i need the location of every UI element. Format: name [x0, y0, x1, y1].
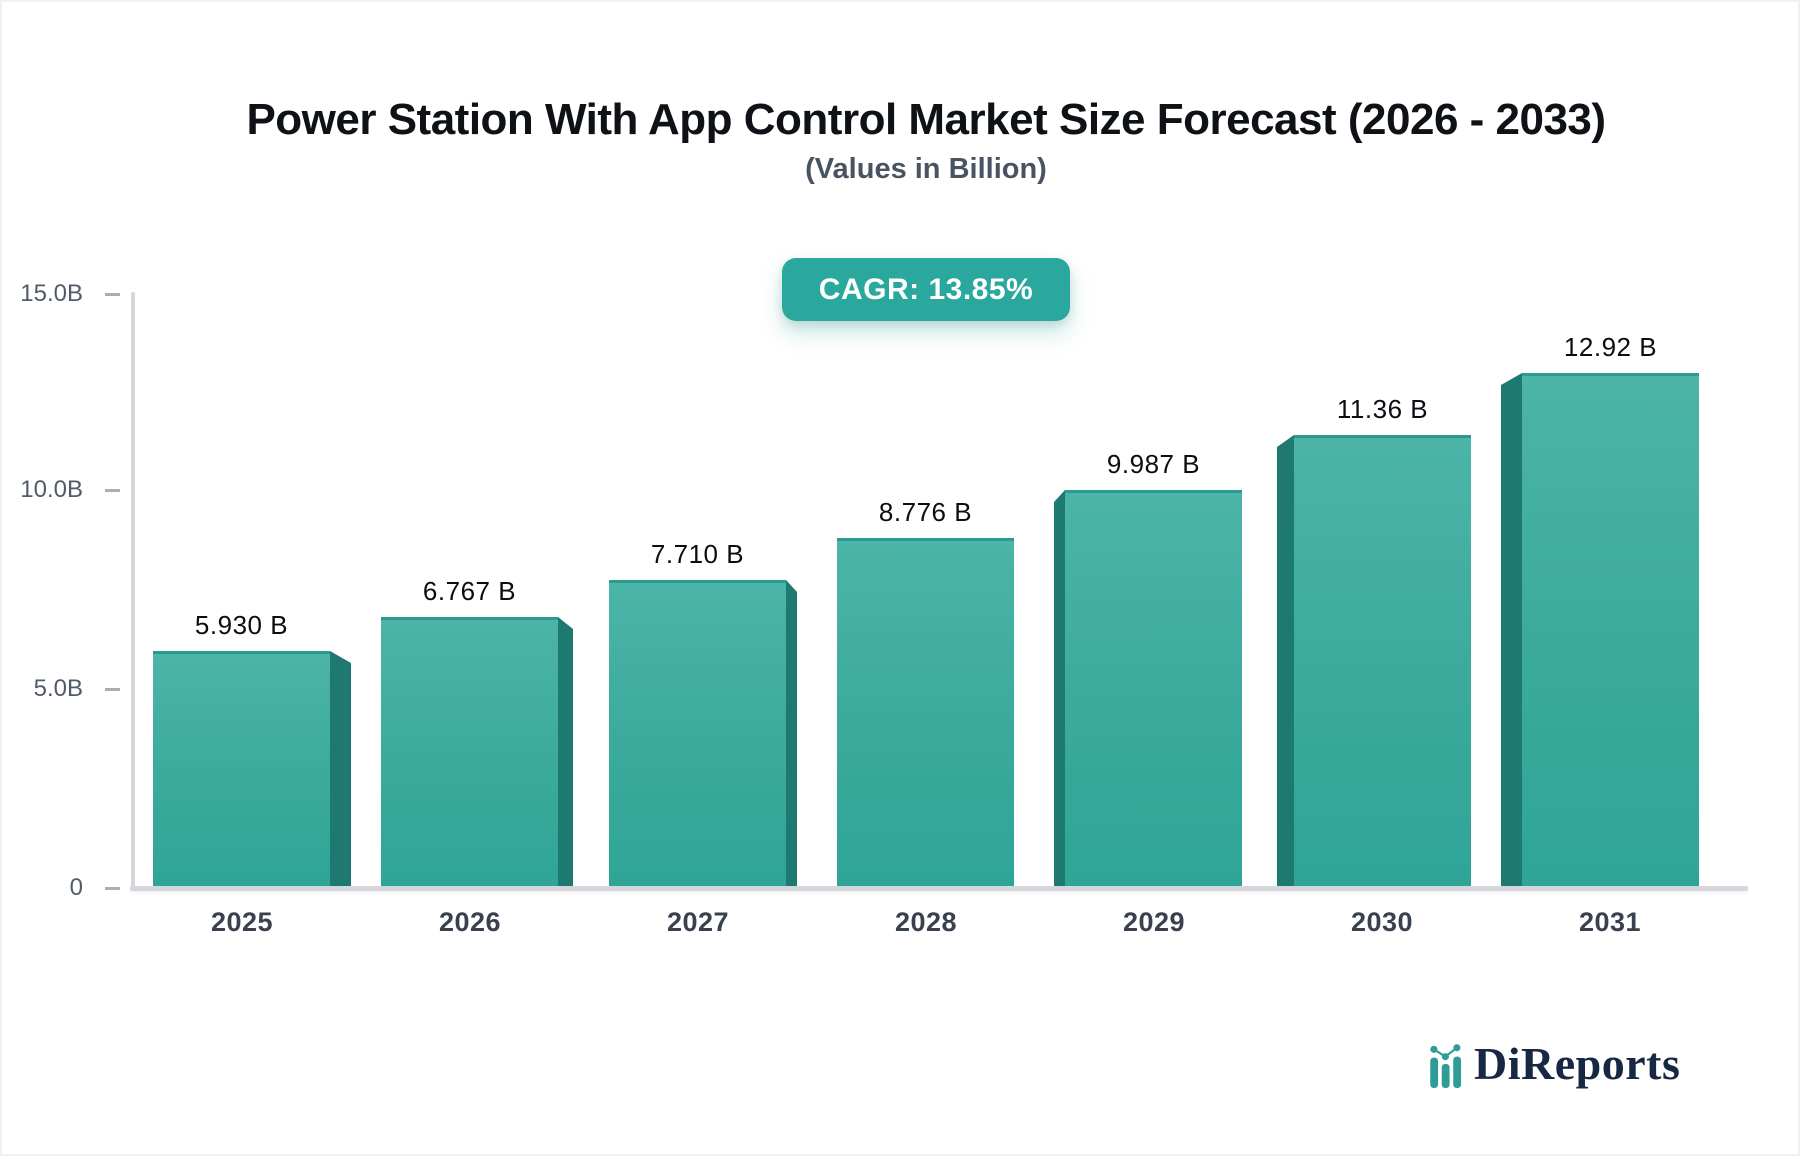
bar-side-3d — [1277, 435, 1294, 886]
bar-face — [1294, 435, 1471, 886]
bar-2028[interactable] — [837, 538, 1014, 886]
bar-face — [609, 580, 786, 886]
bar-2030[interactable] — [1277, 435, 1471, 886]
logo-text: DiReports — [1474, 1038, 1681, 1089]
bar-2026[interactable] — [381, 617, 573, 886]
chart-subtitle: (Values in Billion) — [805, 153, 1047, 185]
chart-title: Power Station With App Control Market Si… — [246, 95, 1606, 144]
y-axis-label-15: 15.0B — [20, 280, 83, 307]
bar-value-label: 8.776 B — [878, 497, 973, 527]
bar-2029[interactable] — [1054, 490, 1242, 886]
y-axis-label-10: 10.0B — [20, 476, 83, 503]
bar-face — [837, 538, 1014, 886]
bar-face — [1522, 373, 1699, 886]
bar-value-label: 12.92 B — [1563, 332, 1658, 362]
bar-2025[interactable] — [153, 651, 351, 886]
y-axis-tick — [105, 293, 120, 296]
x-axis-label-2030: 2030 — [1350, 907, 1414, 937]
y-axis-label-5: 5.0B — [33, 675, 83, 702]
bar-2027[interactable] — [609, 580, 797, 886]
x-axis-label-2028: 2028 — [894, 907, 958, 937]
bar-chart-logo-icon — [1430, 1044, 1462, 1088]
bar-side-3d — [330, 651, 351, 886]
bar-2031[interactable] — [1501, 373, 1699, 886]
y-axis-label-0: 0 — [69, 874, 83, 901]
x-axis-label-2025: 2025 — [210, 907, 274, 937]
x-axis-label-2026: 2026 — [438, 907, 502, 937]
bar-side-3d — [1054, 490, 1065, 886]
y-axis-line — [131, 292, 135, 888]
bar-face — [381, 617, 558, 886]
bar-face — [1065, 490, 1242, 886]
bar-face — [153, 651, 330, 886]
bar-side-3d — [558, 617, 573, 886]
x-axis-label-2031: 2031 — [1578, 907, 1642, 937]
bar-value-label: 5.930 B — [194, 610, 289, 640]
bar-value-label: 7.710 B — [650, 539, 745, 569]
y-axis-tick — [105, 887, 120, 890]
chart-header: Power Station With App Control Market Si… — [50, 2, 1798, 186]
y-axis-tick — [105, 489, 120, 492]
x-axis-label-2027: 2027 — [666, 907, 730, 937]
direports-logo: DiReports — [1428, 1038, 1680, 1090]
y-axis-tick — [105, 688, 120, 691]
cagr-badge: CAGR: 13.85% — [782, 258, 1070, 321]
x-axis-label-2029: 2029 — [1122, 907, 1186, 937]
x-axis-line — [130, 886, 1748, 891]
bar-value-label: 9.987 B — [1106, 449, 1201, 479]
bar-value-label: 6.767 B — [422, 576, 517, 606]
bar-side-3d — [786, 580, 797, 886]
bar-side-3d — [1501, 373, 1522, 886]
bar-value-label: 11.36 B — [1336, 394, 1429, 424]
